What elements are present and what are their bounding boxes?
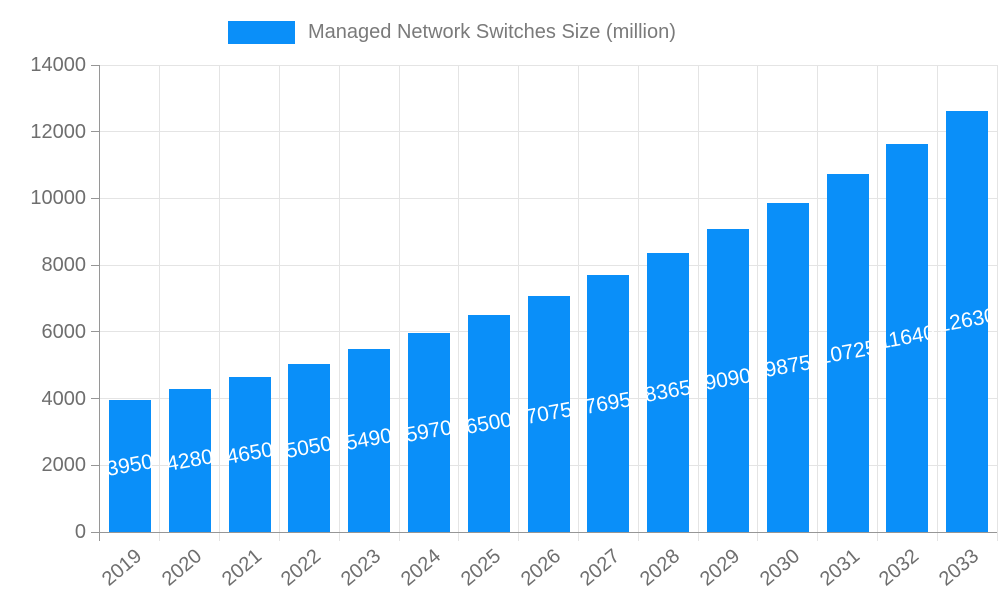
y-axis-tick: [91, 464, 100, 466]
v-gridline: [518, 65, 520, 541]
y-axis-tick: [91, 398, 100, 400]
v-gridline: [219, 65, 221, 541]
y-axis-tick: [91, 131, 100, 133]
y-axis-tick: [91, 197, 100, 199]
bar[interactable]: [826, 174, 869, 532]
bar[interactable]: [288, 363, 331, 532]
v-gridline: [876, 65, 878, 541]
v-gridline: [398, 65, 400, 541]
bar[interactable]: [587, 275, 630, 532]
v-gridline: [757, 65, 759, 541]
v-gridline: [817, 65, 819, 541]
h-gridline: [100, 131, 997, 133]
y-axis-tick: [91, 331, 100, 333]
x-axis-label: 2033: [935, 545, 984, 591]
v-gridline: [278, 65, 280, 541]
v-gridline: [458, 65, 460, 541]
v-gridline: [697, 65, 699, 541]
y-axis-label: 10000: [30, 187, 86, 210]
y-axis-tick: [91, 64, 100, 66]
bar[interactable]: [228, 376, 271, 532]
y-axis-label: 0: [74, 521, 86, 543]
y-axis-label: 8000: [41, 254, 87, 277]
y-axis-label: 4000: [41, 387, 87, 410]
y-axis-tick: [91, 531, 100, 533]
bar[interactable]: [706, 228, 749, 532]
bar[interactable]: [527, 295, 570, 532]
v-gridline: [338, 65, 340, 541]
y-axis-label: 14000: [30, 54, 86, 76]
bar[interactable]: [108, 400, 151, 532]
legend-swatch[interactable]: [228, 20, 295, 44]
bar[interactable]: [766, 202, 809, 532]
v-gridline: [996, 65, 998, 541]
x-axis-line: [99, 532, 997, 533]
bar[interactable]: [348, 348, 391, 532]
v-gridline: [159, 65, 161, 541]
y-axis-label: 2000: [41, 454, 87, 477]
y-axis-label: 12000: [30, 120, 86, 143]
bar[interactable]: [407, 332, 450, 532]
y-axis-tick: [91, 264, 100, 266]
legend[interactable]: Managed Network Switches Size (million): [228, 20, 676, 44]
legend-label[interactable]: Managed Network Switches Size (million): [308, 21, 676, 43]
bar[interactable]: [168, 389, 211, 532]
bar[interactable]: [467, 315, 510, 532]
v-gridline: [936, 65, 938, 541]
h-gridline: [100, 264, 997, 266]
h-gridline: [100, 64, 997, 66]
bar[interactable]: [946, 110, 989, 532]
h-gridline: [100, 197, 997, 199]
y-axis-label: 6000: [41, 320, 87, 343]
v-gridline: [637, 65, 639, 541]
y-axis-line: [99, 65, 100, 541]
v-gridline: [577, 65, 579, 541]
bar[interactable]: [647, 252, 690, 532]
bar[interactable]: [886, 143, 929, 532]
